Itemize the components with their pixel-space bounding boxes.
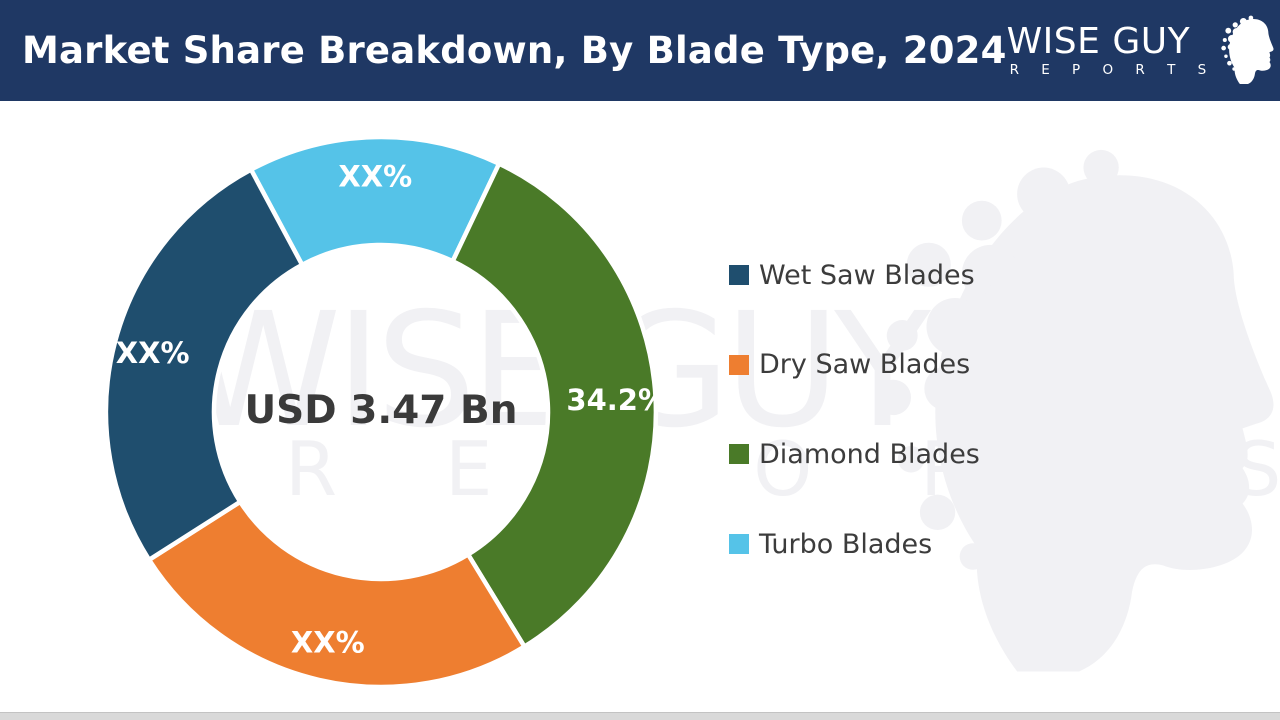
legend-label-diamond-blades: Diamond Blades bbox=[759, 438, 980, 470]
logo-brand-subtitle: R E P O R T S bbox=[1009, 61, 1216, 78]
slice-value-label-diamond-blades: 34.2% bbox=[566, 383, 667, 417]
legend-item-turbo-blades: Turbo Blades bbox=[729, 527, 932, 561]
legend-item-dry-saw-blades: Dry Saw Blades bbox=[729, 348, 970, 382]
pie-slice-wet-saw-blades bbox=[103, 166, 306, 563]
chart-center-value: USD 3.47 Bn bbox=[244, 388, 518, 433]
legend-swatch-diamond-blades bbox=[729, 444, 749, 465]
logo-brand-name: WISE GUY bbox=[1006, 20, 1191, 62]
page-title: Market Share Breakdown, By Blade Type, 2… bbox=[22, 29, 1007, 72]
legend-item-diamond-blades: Diamond Blades bbox=[729, 437, 980, 471]
pie-slice-dry-saw-blades bbox=[145, 498, 528, 690]
wise-guy-reports-logo: WISE GUY R E P O R T S bbox=[1007, 10, 1280, 92]
slice-value-label-dry-saw-blades: XX% bbox=[291, 625, 365, 659]
pie-slice-diamond-blades bbox=[449, 160, 659, 650]
legend-label-turbo-blades: Turbo Blades bbox=[759, 528, 933, 560]
logo-face-icon bbox=[1221, 15, 1274, 84]
slice-value-label-turbo-blades: XX% bbox=[338, 160, 412, 194]
legend-swatch-turbo-blades bbox=[729, 534, 749, 555]
legend-swatch-dry-saw-blades bbox=[729, 354, 749, 375]
legend-item-wet-saw-blades: Wet Saw Blades bbox=[729, 258, 975, 292]
legend-label-wet-saw-blades: Wet Saw Blades bbox=[759, 259, 975, 291]
legend-label-dry-saw-blades: Dry Saw Blades bbox=[759, 349, 971, 381]
legend-swatch-wet-saw-blades bbox=[729, 265, 749, 285]
footer-bar bbox=[0, 712, 1280, 720]
header: Market Share Breakdown, By Blade Type, 2… bbox=[0, 0, 1280, 101]
slice-value-label-wet-saw-blades: XX% bbox=[116, 336, 190, 370]
